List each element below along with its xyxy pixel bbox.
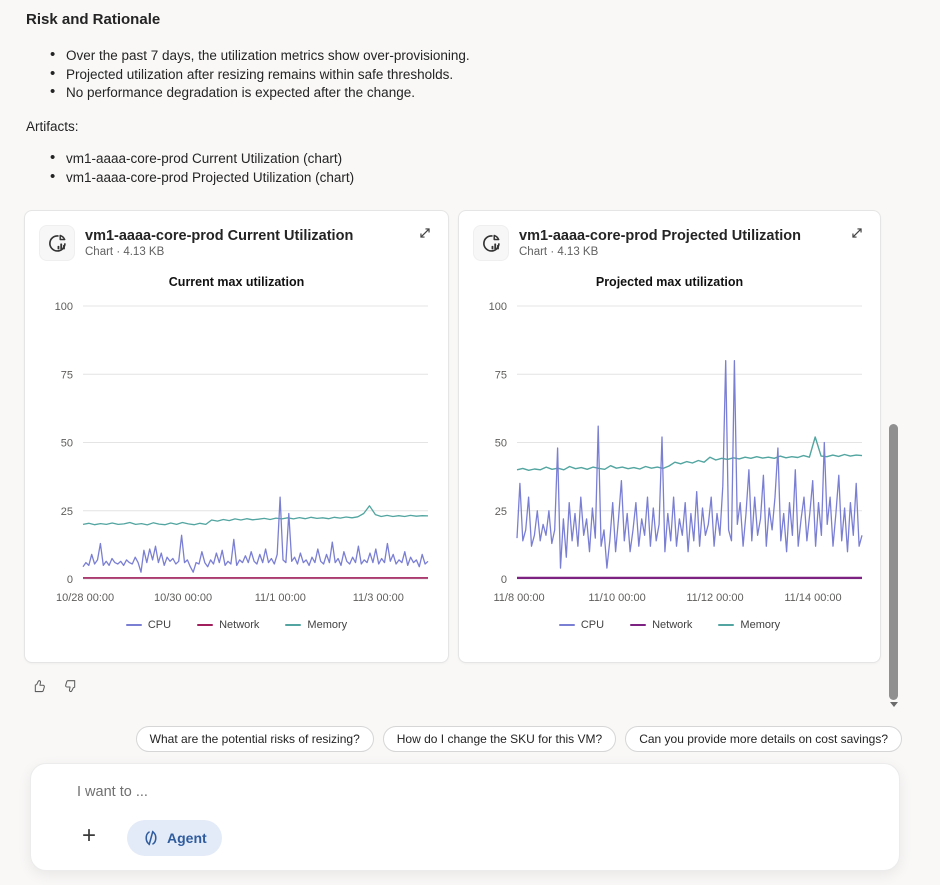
legend-swatch	[718, 624, 735, 626]
vertical-scrollbar-thumb[interactable]	[889, 424, 898, 700]
expand-icon	[420, 227, 430, 238]
y-axis-tick-label: 50	[61, 438, 73, 450]
x-axis-tick-label: 11/8 00:00	[493, 592, 544, 604]
chart-title: Projected max utilization	[595, 275, 744, 289]
legend-swatch	[285, 624, 302, 626]
y-axis-tick-label: 0	[67, 574, 73, 586]
y-axis-tick-label: 75	[495, 369, 507, 381]
card-title: vm1-aaaa-core-prod Current Utilization	[85, 228, 354, 244]
suggestion-chip[interactable]: Can you provide more details on cost sav…	[625, 726, 902, 752]
thumbs-down-button[interactable]	[60, 676, 82, 698]
x-axis-tick-label: 10/30 00:00	[154, 592, 212, 604]
legend-item-network: Network	[197, 619, 259, 631]
series-line-cpu	[516, 359, 863, 569]
agent-icon	[145, 830, 157, 846]
y-axis-tick-label: 100	[55, 301, 73, 313]
chart-file-icon	[473, 225, 509, 261]
y-axis-tick-label: 0	[501, 574, 507, 586]
line-chart-projected: 0 25 50 75 100 11/8 00:00 11/10 00:00 11/12 00:…	[489, 301, 863, 604]
line-chart-current: 0 25 50 75 100 10/28 00:00 10/30 00:00 11/1 00:…	[55, 301, 429, 604]
feedback-bar	[28, 676, 82, 698]
series-line-memory	[516, 436, 863, 472]
rationale-bullet: No performance degradation is expected a…	[48, 83, 470, 103]
expand-icon	[852, 227, 862, 238]
artifacts-label: Artifacts:	[26, 119, 79, 134]
expand-chart-button[interactable]	[414, 223, 436, 245]
legend-swatch	[558, 624, 575, 626]
series-line-memory	[82, 505, 429, 526]
chart-card-projected-utilization: vm1-aaaa-core-prod Projected Utilization…	[458, 210, 881, 663]
risk-rationale-heading: Risk and Rationale	[26, 11, 161, 28]
legend-item-network: Network	[630, 619, 692, 631]
thumbs-up-icon	[34, 679, 45, 692]
y-axis-tick-label: 25	[61, 506, 73, 518]
message-input[interactable]	[77, 784, 777, 800]
chart-legend: CPU Network Memory	[459, 619, 880, 631]
add-attachment-button[interactable]: +	[75, 822, 103, 850]
card-meta: Chart · 4.13 KB	[519, 246, 599, 258]
legend-swatch	[630, 624, 647, 626]
legend-label: Memory	[307, 619, 348, 631]
rationale-bullet: Projected utilization after resizing rem…	[48, 65, 470, 85]
card-meta: Chart · 4.13 KB	[85, 246, 165, 258]
thumbs-up-button[interactable]	[28, 676, 50, 698]
card-title-group: vm1-aaaa-core-prod Current Utilization C…	[85, 228, 353, 258]
artifacts-list: vm1-aaaa-core-prod Current Utilization (…	[48, 149, 354, 188]
x-axis-tick-label: 11/3 00:00	[353, 592, 404, 604]
rationale-bullet: Over the past 7 days, the utilization me…	[48, 46, 470, 66]
chart-card-current-utilization: vm1-aaaa-core-prod Current Utilization C…	[24, 210, 449, 663]
x-axis-tick-label: 11/10 00:00	[588, 592, 645, 604]
legend-swatch	[197, 624, 214, 626]
suggestion-chip[interactable]: How do I change the SKU for this VM?	[382, 726, 617, 752]
card-title-group: vm1-aaaa-core-prod Projected Utilization…	[519, 228, 801, 258]
x-axis-tick-label: 11/12 00:00	[686, 592, 743, 604]
legend-swatch	[125, 624, 142, 626]
y-axis-tick-label: 100	[489, 301, 507, 313]
legend-label: Network	[652, 619, 693, 631]
artifact-item: vm1-aaaa-core-prod Projected Utilization…	[48, 168, 354, 188]
expand-chart-button[interactable]	[846, 223, 868, 245]
chart-legend: CPU Network Memory	[25, 619, 448, 631]
card-header: vm1-aaaa-core-prod Projected Utilization…	[473, 223, 868, 263]
rationale-bullet-list: Over the past 7 days, the utilization me…	[48, 46, 470, 103]
artifact-item: vm1-aaaa-core-prod Current Utilization (…	[48, 149, 354, 169]
x-axis-tick-label: 10/28 00:00	[56, 592, 114, 604]
x-axis-tick-label: 11/14 00:00	[784, 592, 841, 604]
y-axis-tick-label: 50	[495, 438, 507, 450]
y-axis-tick-label: 25	[495, 506, 507, 518]
thumbs-down-icon	[65, 679, 76, 692]
chart-title: Current max utilization	[168, 275, 305, 289]
suggestion-chip[interactable]: What are the potential risks of resizing…	[135, 726, 374, 752]
legend-item-memory: Memory	[718, 619, 780, 631]
message-composer: + Agent	[30, 763, 900, 871]
y-axis-tick-label: 75	[61, 369, 73, 381]
series-line-cpu	[82, 496, 429, 573]
legend-label: CPU	[147, 619, 172, 631]
legend-item-memory: Memory	[285, 619, 347, 631]
legend-label: Memory	[740, 619, 781, 631]
card-header: vm1-aaaa-core-prod Current Utilization C…	[39, 223, 436, 263]
legend-label: Network	[219, 619, 260, 631]
legend-label: CPU	[580, 619, 605, 631]
scrollbar-down-arrow[interactable]	[889, 701, 898, 709]
chart-file-icon	[39, 225, 75, 261]
legend-item-cpu: CPU	[558, 619, 605, 631]
agent-mode-button[interactable]: Agent	[127, 820, 222, 856]
card-title: vm1-aaaa-core-prod Projected Utilization	[519, 228, 802, 244]
x-axis-tick-label: 11/1 00:00	[255, 592, 306, 604]
agent-label: Agent	[167, 830, 207, 846]
suggestion-chips: What are the potential risks of resizing…	[0, 726, 902, 752]
legend-item-cpu: CPU	[125, 619, 172, 631]
